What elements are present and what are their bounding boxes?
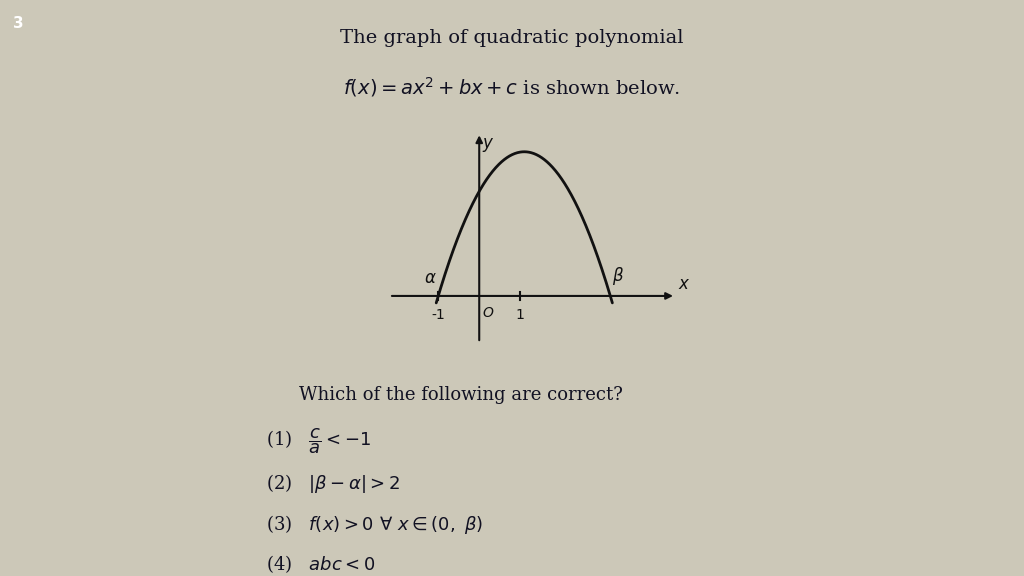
Text: $\alpha$: $\alpha$ [424,269,436,287]
Text: -1: -1 [431,308,445,322]
Text: (3)   $f(x) > 0\ \forall\ x \in (0,\ \beta)$: (3) $f(x) > 0\ \forall\ x \in (0,\ \beta… [266,513,483,536]
Text: $f(x) = ax^2 + bx + c$ is shown below.: $f(x) = ax^2 + bx + c$ is shown below. [343,75,681,98]
Text: (2)   $|\beta - \alpha| > 2$: (2) $|\beta - \alpha| > 2$ [266,472,400,495]
Text: $\beta$: $\beta$ [612,265,625,287]
Text: Which of the following are correct?: Which of the following are correct? [299,386,623,404]
Text: $x$: $x$ [678,275,690,293]
Text: $O$: $O$ [481,306,494,320]
Text: (4)   $abc < 0$: (4) $abc < 0$ [266,553,376,575]
Text: 3: 3 [12,16,24,31]
Text: The graph of quadratic polynomial: The graph of quadratic polynomial [340,29,684,47]
Text: (1)   $\dfrac{c}{a} < -1$: (1) $\dfrac{c}{a} < -1$ [266,426,371,456]
Text: $y$: $y$ [481,136,495,154]
Text: 1: 1 [516,308,524,322]
